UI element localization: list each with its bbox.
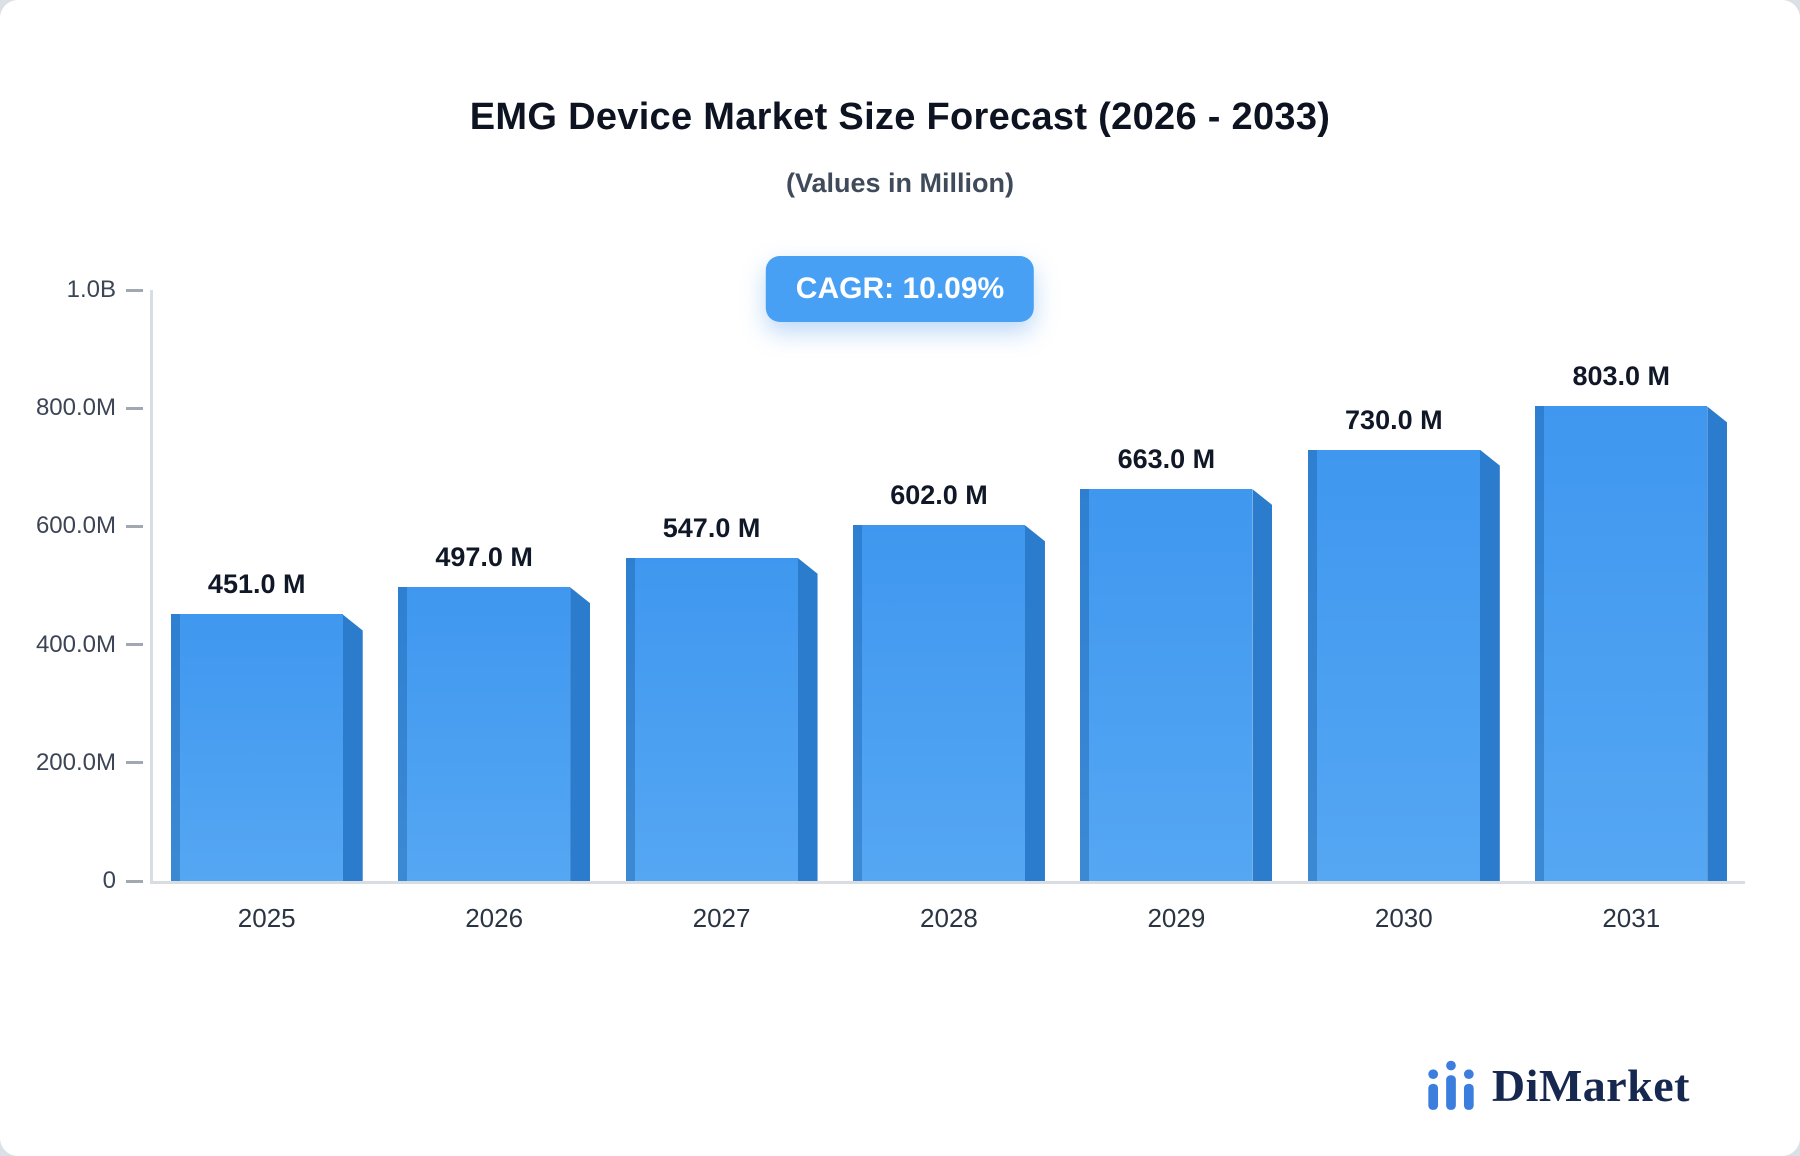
bar: 451.0 M (170, 569, 363, 881)
y-axis-tick-mark (126, 761, 143, 765)
y-axis-label: 800.0M (35, 394, 116, 422)
bar-slot: 547.0 M 2027 (608, 290, 835, 933)
bar-side-face (1479, 449, 1500, 881)
y-axis-tick: 400.0M (36, 631, 153, 659)
bar-slot: 602.0 M 2028 (835, 290, 1062, 933)
bar-front-face (852, 525, 1025, 881)
bar-slot: 730.0 M 2030 (1290, 290, 1517, 933)
y-axis-label: 200.0M (35, 748, 116, 776)
bar-front-face (170, 614, 343, 881)
bar-front-face (1535, 406, 1708, 881)
bar: 497.0 M (398, 542, 591, 881)
y-axis-label: 400.0M (35, 630, 116, 658)
bar-side-face (342, 614, 363, 881)
bar-side-face (797, 557, 818, 881)
bar-side-face (570, 587, 591, 881)
y-axis-tick: 600.0M (36, 512, 153, 540)
y-axis-label: 0 (102, 867, 116, 894)
bar-side-face (1252, 489, 1273, 881)
x-axis-label: 2029 (1147, 903, 1206, 933)
bar-front-face (1080, 489, 1253, 881)
brand-name: DiMarket (1491, 1059, 1690, 1111)
bar-side-face (1024, 525, 1045, 881)
y-axis-label: 1.0B (66, 276, 116, 303)
x-axis-label: 2025 (237, 903, 296, 933)
bar-front-face (1307, 449, 1480, 882)
bar: 730.0 M (1307, 405, 1500, 882)
y-axis-tick-mark (126, 643, 143, 647)
y-axis-tick-mark (126, 879, 143, 883)
bar-slot: 803.0 M 2031 (1518, 290, 1745, 933)
y-axis-label: 600.0M (35, 512, 116, 540)
bar-chart: 0 200.0M 400.0M 600.0M 800.0M 1.0B 451.0 M 2025… (36, 276, 1745, 933)
brand-logo: DiMarket (1424, 1058, 1690, 1112)
bar-value-label: 451.0 M (207, 569, 306, 600)
cagr-badge: CAGR: 10.09% (765, 256, 1035, 322)
bar-value-label: 602.0 M (890, 480, 988, 511)
x-axis-label: 2026 (465, 903, 524, 933)
x-axis-label: 2030 (1374, 903, 1433, 933)
bar-value-label: 663.0 M (1117, 444, 1216, 475)
y-axis-tick: 800.0M (36, 394, 153, 422)
bar-value-label: 730.0 M (1345, 404, 1443, 435)
bar-front-face (625, 557, 798, 882)
x-axis-label: 2031 (1602, 903, 1661, 933)
bar: 663.0 M (1080, 444, 1273, 881)
bar: 602.0 M (852, 480, 1045, 881)
bar-slot: 497.0 M 2026 (380, 290, 607, 933)
x-axis-label: 2028 (920, 903, 978, 933)
y-axis-tick: 0 (103, 867, 153, 895)
bar-front-face (398, 587, 571, 881)
bar-chart-logo-icon (1428, 1060, 1474, 1110)
bar-value-label: 497.0 M (435, 542, 533, 573)
y-axis-tick: 1.0B (67, 276, 153, 304)
y-axis-tick-mark (126, 524, 143, 528)
y-axis-tick-mark (126, 288, 143, 292)
bar-slot: 451.0 M 2025 (153, 290, 380, 933)
chart-title: EMG Device Market Size Forecast (2026 - … (469, 96, 1331, 138)
bars-row: 451.0 M 2025 497.0 M 2026 547.0 M 2027 602.0 M… (153, 290, 1745, 933)
plot-area: 0 200.0M 400.0M 600.0M 800.0M 1.0B 451.0 M 2025… (36, 276, 1745, 933)
bar: 547.0 M (625, 513, 818, 882)
y-axis-tick-mark (126, 406, 143, 410)
bar: 803.0 M (1535, 361, 1728, 881)
chart-subtitle: (Values in Million) (785, 168, 1015, 198)
bar-value-label: 547.0 M (662, 512, 761, 543)
x-axis-label: 2027 (692, 903, 751, 933)
y-axis-tick: 200.0M (36, 749, 153, 777)
bar-slot: 663.0 M 2029 (1063, 290, 1290, 933)
bar-side-face (1707, 406, 1728, 881)
bar-value-label: 803.0 M (1572, 361, 1671, 392)
